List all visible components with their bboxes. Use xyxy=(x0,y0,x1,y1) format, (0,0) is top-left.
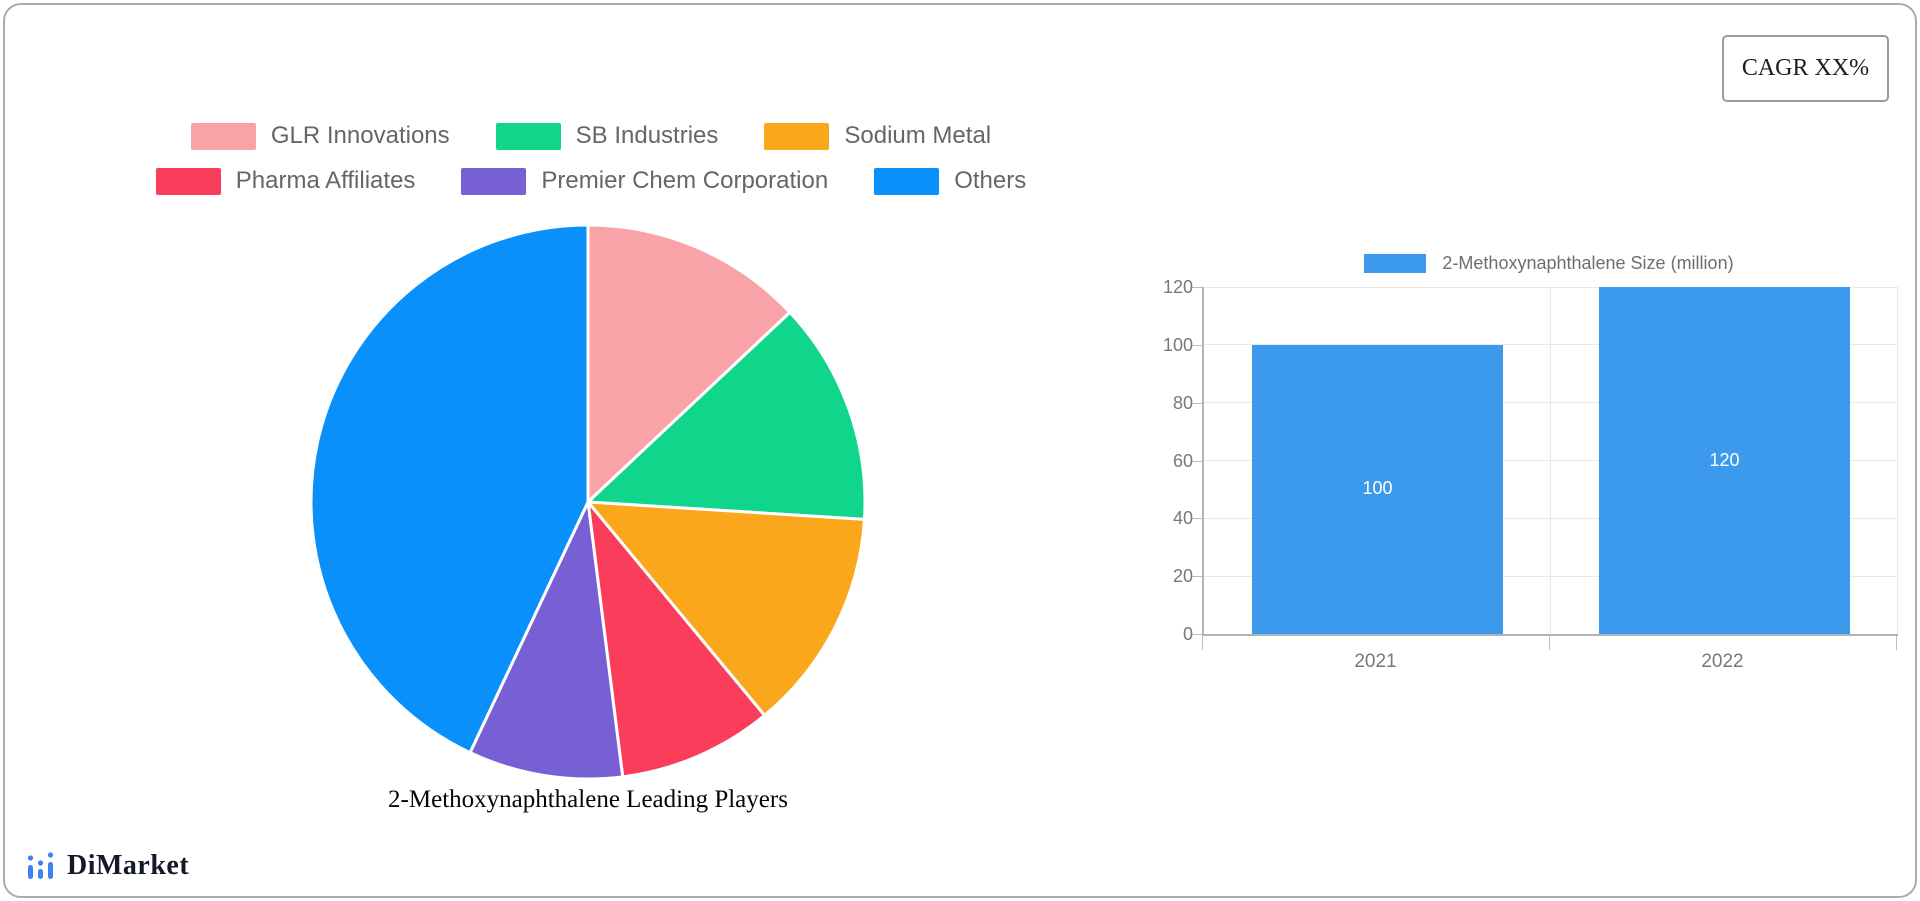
pie-slice-others[interactable] xyxy=(309,223,590,755)
y-tick-mark xyxy=(1192,402,1202,404)
pie-svg xyxy=(309,223,867,781)
legend-swatch xyxy=(495,122,561,150)
y-tick-mark xyxy=(1192,634,1202,635)
logo-text: DiMarket xyxy=(67,850,190,881)
legend-swatch xyxy=(461,167,527,195)
cagr-label: CAGR XX% xyxy=(1741,55,1870,81)
legend-item-glr-innovations[interactable]: GLR Innovations xyxy=(190,122,450,150)
bar-2022[interactable]: 120 xyxy=(1599,287,1850,634)
pie-title: 2-Methoxynaphthalene Leading Players xyxy=(388,786,788,813)
legend-label: Pharma Affiliates xyxy=(235,167,416,194)
y-tick-label-60: 60 xyxy=(1172,450,1193,471)
legend-label: GLR Innovations xyxy=(270,122,450,149)
legend-item-premier-chem-corporation[interactable]: Premier Chem Corporation xyxy=(461,167,828,195)
y-tick-mark xyxy=(1192,518,1202,520)
gridline-y-40 xyxy=(1204,517,1898,519)
legend-item-sodium-metal[interactable]: Sodium Metal xyxy=(764,122,991,150)
x-category-label-2021: 2021 xyxy=(1354,651,1397,672)
pie-slice-sodium-metal[interactable] xyxy=(586,500,866,717)
y-tick-label-20: 20 xyxy=(1172,566,1193,587)
legend-swatch xyxy=(190,122,256,150)
bar-2021[interactable]: 100 xyxy=(1252,344,1503,634)
y-tick-mark xyxy=(1192,460,1202,462)
legend-label: Premier Chem Corporation xyxy=(541,167,829,194)
pie-slice-premier-chem-corporation[interactable] xyxy=(468,500,625,781)
x-tick-mark xyxy=(1202,636,1203,650)
legend-label: Others xyxy=(954,167,1027,194)
y-tick-label-40: 40 xyxy=(1172,508,1193,529)
dimarket-logo: DiMarket xyxy=(25,850,189,882)
bar-chart-icon xyxy=(27,852,54,879)
gridline-x xyxy=(1897,287,1898,634)
legend-swatch xyxy=(155,167,221,195)
gridline-y-20 xyxy=(1204,575,1898,577)
legend-row: GLR Innovations SB Industries Sodium Metal xyxy=(91,122,1091,150)
legend-row: Pharma Affiliates Premier Chem Corporatio… xyxy=(91,167,1091,195)
pie-slice-glr-innovations[interactable] xyxy=(586,223,792,504)
gridline-y-120 xyxy=(1204,286,1898,288)
gridline-y-80 xyxy=(1204,402,1898,404)
y-tick-label-80: 80 xyxy=(1172,392,1193,413)
y-tick-label-120: 120 xyxy=(1162,277,1193,297)
legend-swatch xyxy=(764,122,830,150)
legend-item-pharma-affiliates[interactable]: Pharma Affiliates xyxy=(155,167,416,195)
legend-swatch xyxy=(874,167,940,195)
bar-value-label-2022: 120 xyxy=(1709,449,1740,470)
bar-value-label-2021: 100 xyxy=(1362,478,1393,499)
gridline-y-60 xyxy=(1204,460,1898,461)
legend-label: SB Industries xyxy=(575,122,719,149)
legend-item-sb-industries[interactable]: SB Industries xyxy=(495,122,719,150)
bar-legend-label: 2-Methoxynaphthalene Size (million) xyxy=(1442,253,1734,273)
legend-item-others[interactable]: Others xyxy=(874,167,1026,195)
y-tick-mark xyxy=(1192,287,1202,288)
gridline-y-100 xyxy=(1204,344,1898,346)
cagr-badge: CAGR XX% xyxy=(1722,35,1889,102)
x-tick-mark xyxy=(1896,636,1897,650)
pie-slice-sb-industries[interactable] xyxy=(586,310,867,521)
legend-label: Sodium Metal xyxy=(844,122,992,149)
y-tick-label-100: 100 xyxy=(1162,334,1193,355)
x-category-label-2022: 2022 xyxy=(1701,651,1744,672)
gridline-x xyxy=(1550,287,1551,634)
pie-chart xyxy=(288,202,888,802)
y-tick-mark xyxy=(1192,344,1202,346)
bar-legend[interactable]: 2-Methoxynaphthalene Size (million) xyxy=(1202,253,1896,274)
x-tick-mark xyxy=(1549,636,1550,650)
pie-legend: GLR Innovations SB Industries Sodium Metal… xyxy=(91,122,1091,212)
pie-slice-pharma-affiliates[interactable] xyxy=(586,500,767,779)
bar-plot-area: 100 120 xyxy=(1202,286,1898,636)
y-tick-mark xyxy=(1192,576,1202,578)
y-tick-label-0: 0 xyxy=(1182,624,1193,644)
bar-legend-swatch xyxy=(1364,254,1427,273)
